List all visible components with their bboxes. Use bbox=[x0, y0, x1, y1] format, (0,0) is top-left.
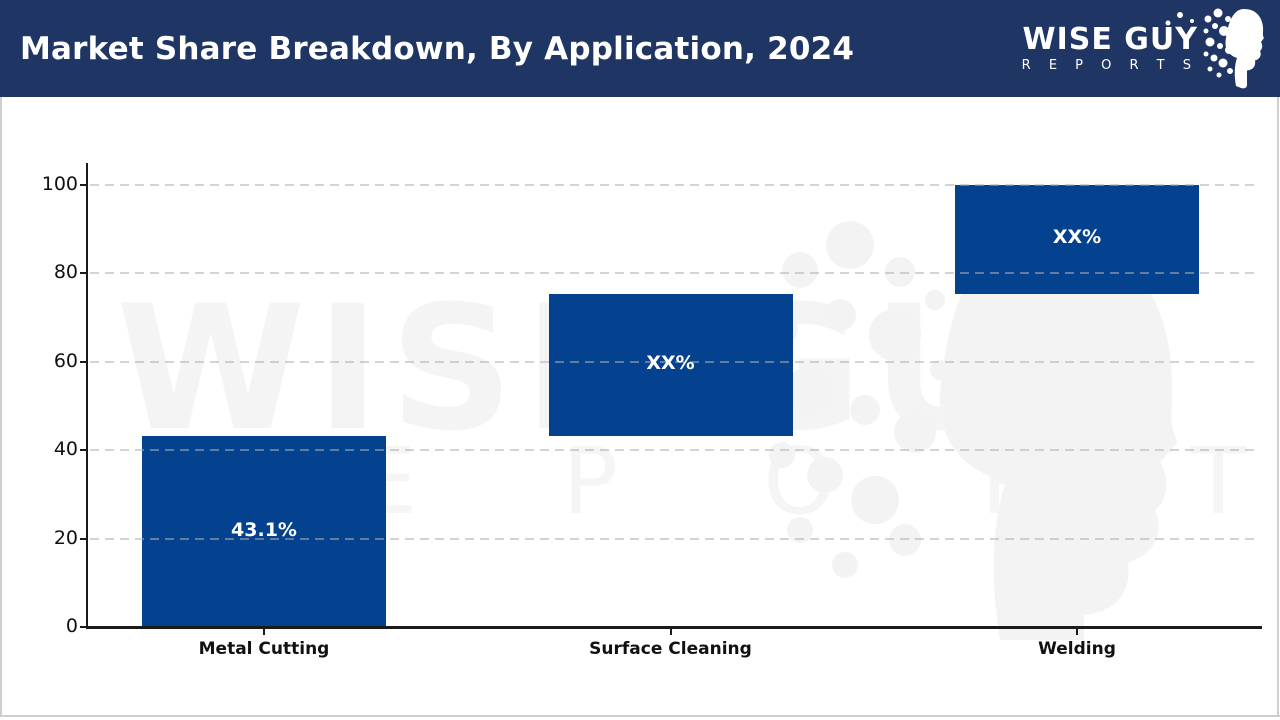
y-tick-80 bbox=[80, 272, 88, 275]
y-tick-label-40: 40 bbox=[53, 438, 78, 461]
x-tick-0 bbox=[263, 627, 265, 635]
y-tick-0 bbox=[80, 626, 88, 628]
gridline-80 bbox=[90, 272, 1254, 275]
gridline-40 bbox=[90, 449, 1254, 452]
x-tick-2 bbox=[1076, 627, 1078, 635]
card-border-right bbox=[1277, 97, 1279, 717]
gridline-60 bbox=[90, 360, 1254, 363]
y-tick-label-80: 80 bbox=[53, 261, 78, 284]
bar-welding bbox=[955, 185, 1199, 294]
y-tick-label-20: 20 bbox=[53, 526, 78, 549]
y-tick-40 bbox=[80, 449, 88, 452]
y-tick-60 bbox=[80, 360, 88, 363]
wise-guy-logo: WISE GUY R E P O R T S bbox=[1022, 5, 1280, 93]
y-tick-label-100: 100 bbox=[41, 173, 78, 195]
y-tick-label-0: 0 bbox=[65, 615, 78, 637]
logo-face-icon bbox=[1203, 8, 1264, 88]
y-axis-spine bbox=[86, 163, 88, 629]
logo-subtitle: R E P O R T S bbox=[1021, 57, 1198, 73]
bar-surface-cleaning bbox=[548, 293, 793, 437]
gridline-20 bbox=[90, 537, 1254, 540]
y-tick-100 bbox=[80, 184, 88, 186]
x-category-label: Metal Cutting bbox=[198, 639, 330, 659]
card-border-bottom bbox=[0, 715, 1280, 717]
y-tick-label-60: 60 bbox=[53, 349, 78, 372]
bar-value-label: XX% bbox=[1052, 226, 1102, 249]
bar-metal-cutting bbox=[142, 436, 386, 627]
x-category-label: Surface Cleaning bbox=[589, 639, 752, 659]
bar-value-label: XX% bbox=[646, 352, 695, 375]
card-border-left bbox=[0, 97, 2, 717]
header-band: Market Share Breakdown, By Application, … bbox=[0, 0, 1280, 97]
x-axis-spine bbox=[86, 626, 1262, 629]
bar-value-label: 43.1% bbox=[231, 518, 297, 541]
logo-accent-dots bbox=[1165, 11, 1194, 25]
logo-wordmark: WISE GUY bbox=[1022, 22, 1198, 58]
x-category-label: Welding bbox=[1038, 639, 1116, 659]
y-tick-20 bbox=[80, 537, 88, 540]
logo-text: WISE GUY R E P O R T S bbox=[1022, 24, 1198, 73]
gridline-100 bbox=[90, 184, 1254, 186]
page-title: Market Share Breakdown, By Application, … bbox=[20, 30, 855, 67]
x-tick-1 bbox=[669, 627, 672, 635]
